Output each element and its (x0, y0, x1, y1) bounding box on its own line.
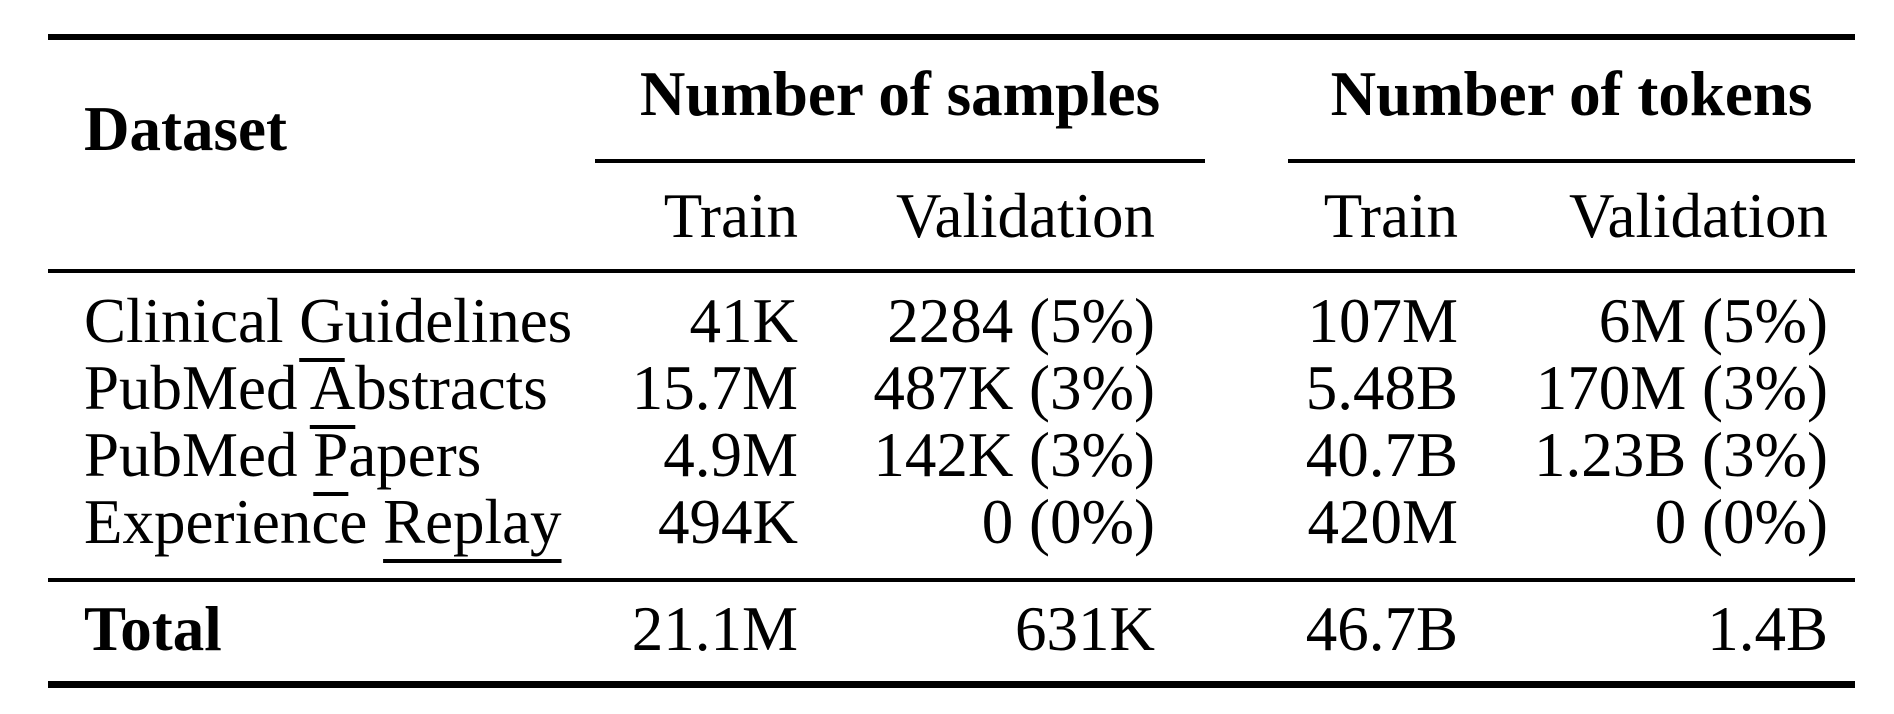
cell-tokens-validation: 1.23B (3%) (1534, 420, 1828, 490)
cell-samples-validation: 487K (3%) (873, 353, 1155, 423)
table-bottom-rule (48, 681, 1855, 688)
underlined-letter: A (309, 353, 356, 423)
cell-samples-train: 15.7M (631, 353, 798, 423)
cell-tokens-train: 5.48B (1305, 353, 1458, 423)
subheader-samples-train: Train (663, 181, 798, 251)
cell-samples-train: 41K (689, 286, 799, 356)
row-name-text: bstracts (355, 353, 548, 423)
cell-samples-train: 4.9M (663, 420, 798, 490)
row-name-text: Clinical (84, 286, 300, 356)
row-name-pubmed-abstracts: PubMed Abstracts (84, 357, 548, 420)
row-name-pubmed-papers: PubMed Papers (84, 424, 481, 487)
cell-tokens-validation: 0 (0%) (1654, 487, 1828, 557)
cell-samples-validation: 0 (0%) (981, 487, 1155, 557)
group-header-number-of-tokens: Number of tokens (1330, 59, 1813, 129)
row-name-text: Experience (84, 487, 384, 557)
cell-tokens-train: 420M (1307, 487, 1458, 557)
cell-samples-validation: 2284 (5%) (887, 286, 1155, 356)
underlined-letter: G (299, 286, 345, 356)
subheader-samples-validation: Validation (896, 181, 1155, 251)
cell-tokens-validation: 170M (3%) (1535, 353, 1828, 423)
column-header-dataset: Dataset (84, 94, 287, 164)
samples-group-midrule (595, 159, 1205, 163)
underlined-word: Replay (383, 487, 562, 557)
row-name-text: PubMed (84, 353, 310, 423)
cell-samples-train: 494K (658, 487, 798, 557)
total-tokens-validation: 1.4B (1707, 594, 1828, 664)
cell-tokens-train: 40.7B (1305, 420, 1458, 490)
row-name-experience-replay: Experience Replay (84, 491, 562, 554)
table-top-rule (48, 34, 1855, 40)
header-bottom-rule (48, 269, 1855, 273)
cell-tokens-train: 107M (1307, 286, 1458, 356)
cell-samples-validation: 142K (3%) (873, 420, 1155, 490)
row-name-text: apers (348, 420, 482, 490)
subheader-tokens-train: Train (1323, 181, 1458, 251)
subheader-tokens-validation: Validation (1569, 181, 1828, 251)
total-row-label: Total (84, 594, 222, 664)
underlined-letter: P (313, 420, 349, 490)
total-samples-train: 21.1M (631, 594, 798, 664)
total-tokens-train: 46.7B (1305, 594, 1458, 664)
tokens-group-midrule (1288, 159, 1855, 163)
row-name-text: uidelines (344, 286, 573, 356)
group-header-number-of-samples: Number of samples (639, 59, 1161, 129)
cell-tokens-validation: 6M (5%) (1598, 286, 1828, 356)
total-separator-rule (48, 578, 1855, 582)
total-samples-validation: 631K (1015, 594, 1155, 664)
row-name-clinical-guidelines: Clinical Guidelines (84, 290, 572, 353)
row-name-text: PubMed (84, 420, 314, 490)
